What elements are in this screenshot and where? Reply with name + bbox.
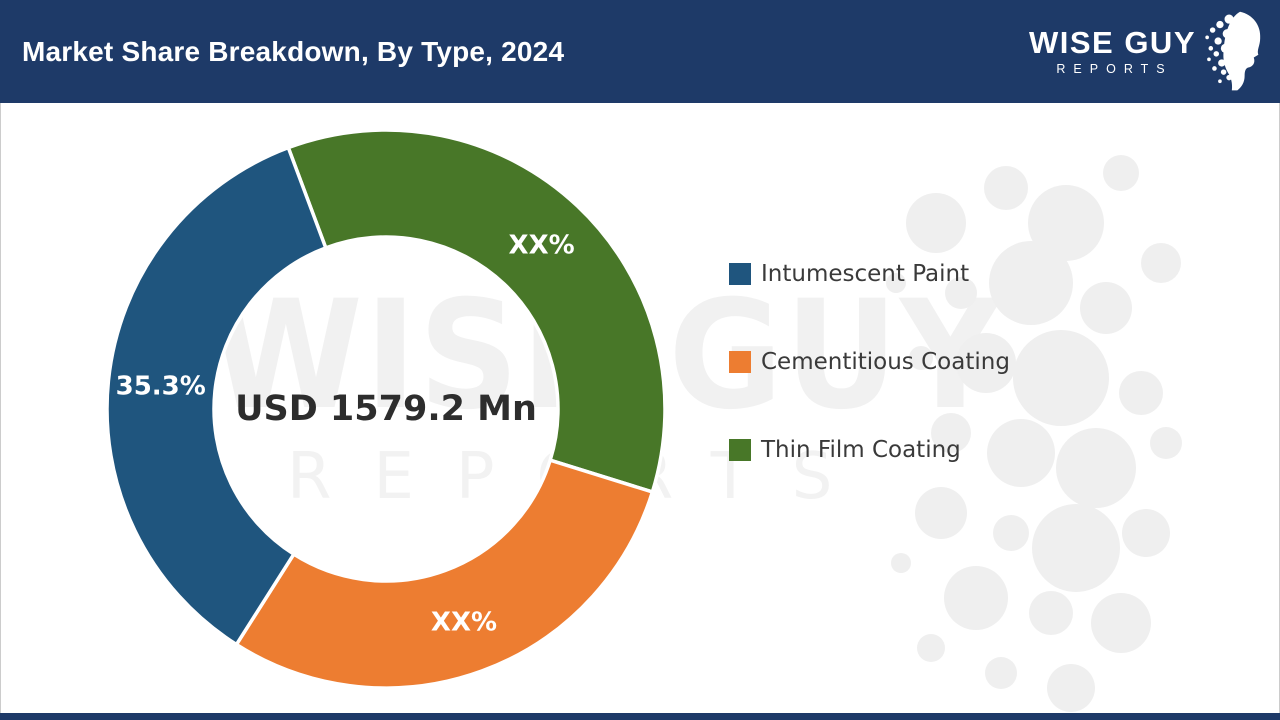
legend-item-thin-film-coating: Thin Film Coating — [729, 436, 1010, 463]
wiseguy-logo: WISE GUY REPORTS — [1029, 8, 1262, 96]
footer-bar — [0, 713, 1280, 720]
donut-segment-label: XX% — [509, 230, 575, 260]
chart-legend: Intumescent Paint Cementitious Coating T… — [729, 260, 1010, 524]
chart-area: WISE GUY REPORTS XX%XX%35.3% USD 1579 — [0, 103, 1280, 713]
legend-swatch-green — [729, 438, 751, 461]
logo-face-icon — [1205, 11, 1261, 90]
donut-segment-intumescent-paint — [105, 145, 328, 647]
logo-subtitle: REPORTS — [1056, 62, 1173, 77]
donut-segment-thin-film-coating — [286, 128, 667, 494]
donut-chart: XX% XX% 35.3% — [105, 128, 667, 690]
legend-label: Thin Film Coating — [761, 436, 961, 463]
header-bar: Market Share Breakdown, By Type, 2024 WI… — [0, 0, 1280, 103]
logo-wordmark: WISE GUY — [1028, 24, 1196, 60]
legend-label: Cementitious Coating — [761, 348, 1010, 375]
legend-item-cementitious-coating: Cementitious Coating — [729, 348, 1010, 375]
legend-label: Intumescent Paint — [761, 260, 970, 287]
legend-swatch-orange — [729, 350, 751, 373]
legend-item-intumescent-paint: Intumescent Paint — [729, 260, 1010, 287]
donut-segment-label: 35.3% — [116, 371, 206, 401]
donut-center-value: USD 1579.2 Mn — [235, 389, 537, 429]
legend-swatch-blue — [729, 262, 751, 285]
donut-segment-label: XX% — [431, 608, 497, 638]
logo-text: WISE GUY REPORTS — [1028, 24, 1196, 77]
donut-segment-cementitious-coating — [234, 458, 655, 690]
page-title: Market Share Breakdown, By Type, 2024 — [22, 35, 565, 67]
